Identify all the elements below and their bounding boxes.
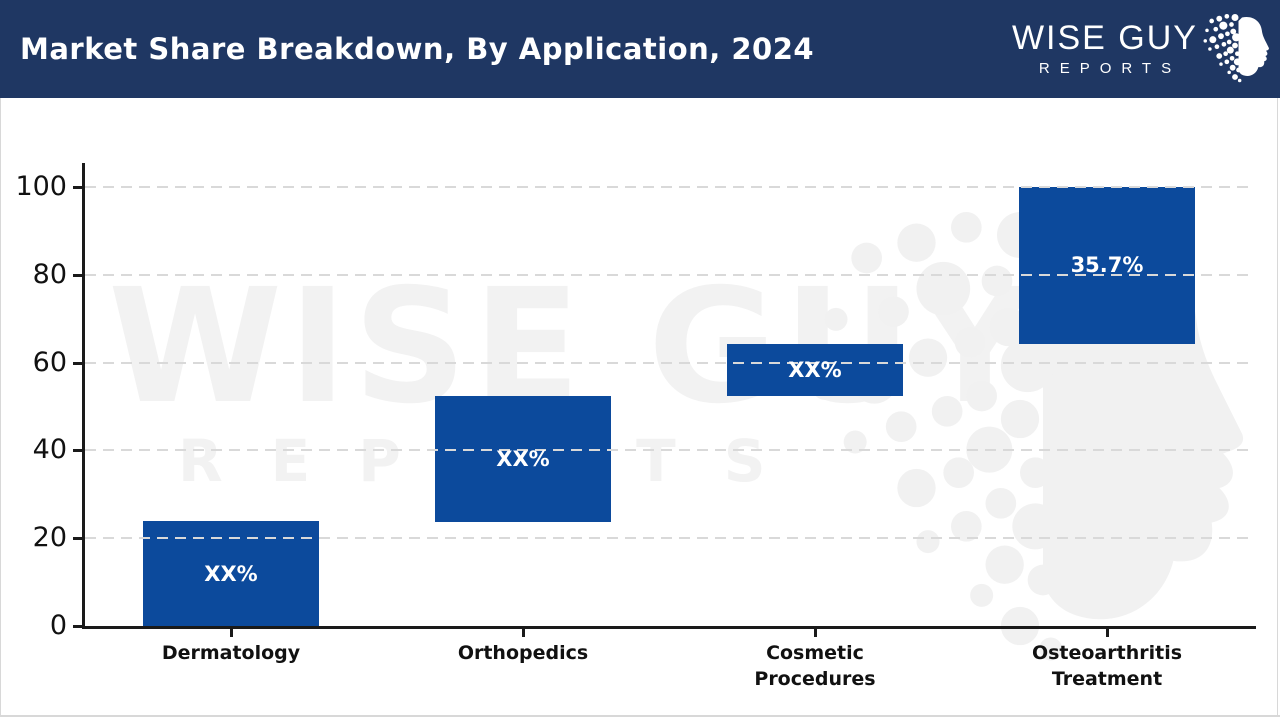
body-border-right [1277, 98, 1278, 717]
brand-name: WISE GUY [1011, 19, 1198, 58]
y-tick [73, 273, 82, 277]
brand-sub: REPORTS [1038, 59, 1182, 77]
x-axis-line [82, 626, 1256, 629]
bar-osteoarthritis-treatment [1019, 187, 1195, 344]
y-gridline [85, 449, 1253, 452]
y-tick-label: 60 [32, 346, 67, 378]
header: Market Share Breakdown, By Application, … [0, 0, 1280, 98]
bar-value-label: XX% [496, 446, 550, 471]
y-tick-label: 0 [49, 610, 67, 641]
y-tick [73, 361, 82, 365]
y-tick-label: 100 [15, 171, 67, 202]
y-tick [73, 537, 82, 541]
bar-cosmetic-procedures [727, 343, 903, 396]
x-axis-label: Cosmetic Procedures [754, 642, 876, 690]
bar-value-label: XX% [788, 357, 842, 382]
body-border-left [0, 98, 1, 717]
x-axis-label: Dermatology [161, 642, 301, 664]
bar-value-label: XX% [204, 561, 258, 586]
y-tick [73, 186, 82, 189]
brand-head-icon [1203, 14, 1269, 83]
y-tick [73, 625, 82, 628]
brand-text: WISE GUY REPORTS [1011, 19, 1198, 77]
bar-orthopedics [435, 395, 611, 522]
x-tick [1106, 629, 1109, 637]
x-tick [230, 629, 233, 637]
x-axis-label: Osteoarthritis Treatment [1031, 642, 1183, 690]
x-axis-label: Orthopedics [457, 642, 589, 664]
y-tick-label: 80 [32, 258, 67, 290]
y-gridline [85, 361, 1253, 364]
y-tick-label: 20 [32, 522, 67, 554]
y-gridline [85, 537, 1253, 540]
y-tick [73, 449, 82, 453]
page-title: Market Share Breakdown, By Application, … [20, 32, 815, 66]
y-tick-label: 40 [32, 434, 67, 466]
y-axis-line [82, 163, 85, 629]
y-gridline [85, 186, 1253, 188]
y-gridline [85, 273, 1253, 276]
x-tick [814, 629, 817, 637]
x-tick [522, 629, 525, 637]
brand-logo: WISE GUY REPORTS [1012, 4, 1270, 94]
bar-value-label: 35.7% [1070, 253, 1144, 278]
body-border-bottom [0, 715, 1280, 717]
